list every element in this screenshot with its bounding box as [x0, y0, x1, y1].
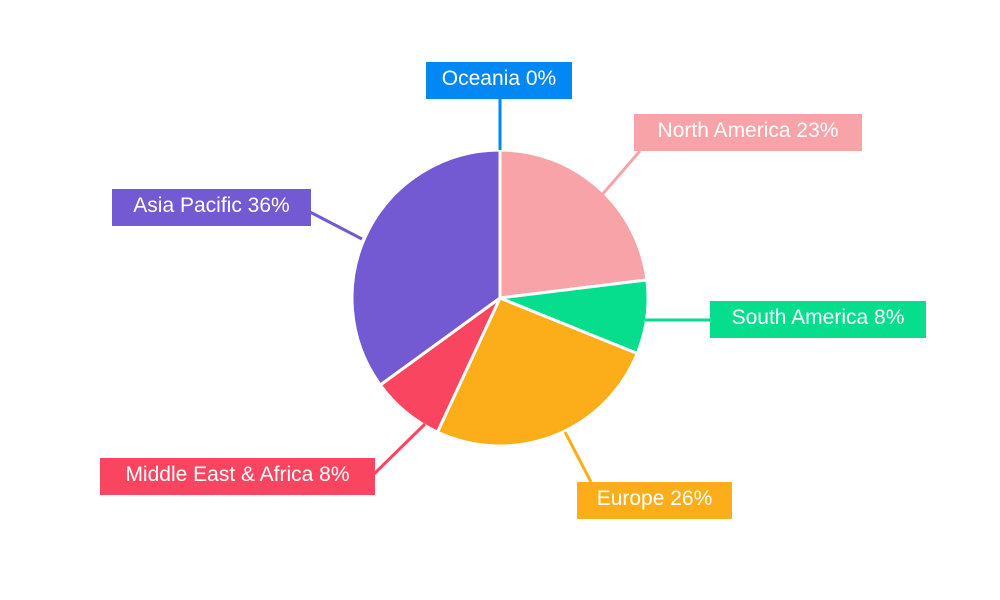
leader-lines-group	[309, 99, 712, 483]
pie-label-asia-pacific[interactable]: Asia Pacific 36%	[112, 189, 311, 226]
leader-line-europe	[563, 431, 593, 483]
pie-slices-group	[350, 148, 650, 448]
pie-slice-asia-pacific[interactable]	[350, 148, 502, 387]
pie-slice-europe[interactable]	[435, 296, 639, 448]
pie-label-north-america[interactable]: North America 23%	[634, 114, 862, 151]
pie-label-europe[interactable]: Europe 26%	[577, 482, 732, 519]
leader-line-asia-pacific	[309, 210, 363, 241]
pie-label-text: Europe 26%	[596, 487, 713, 511]
pie-slice-north-america[interactable]	[498, 148, 649, 300]
pie-label-text: South America 8%	[731, 306, 905, 330]
pie-label-text: Oceania 0%	[441, 67, 557, 91]
leader-line-north-america	[592, 150, 642, 205]
pie-label-text: North America 23%	[657, 119, 839, 143]
pie-label-south-america[interactable]: South America 8%	[710, 301, 926, 338]
pie-label-oceania[interactable]: Oceania 0%	[426, 62, 572, 99]
pie-label-text: Asia Pacific 36%	[133, 194, 290, 218]
pie-label-middle-east-africa[interactable]: Middle East & Africa 8%	[100, 458, 375, 495]
leader-line-middle-east-africa	[371, 422, 427, 477]
pie-label-text: Middle East & Africa 8%	[125, 463, 350, 487]
